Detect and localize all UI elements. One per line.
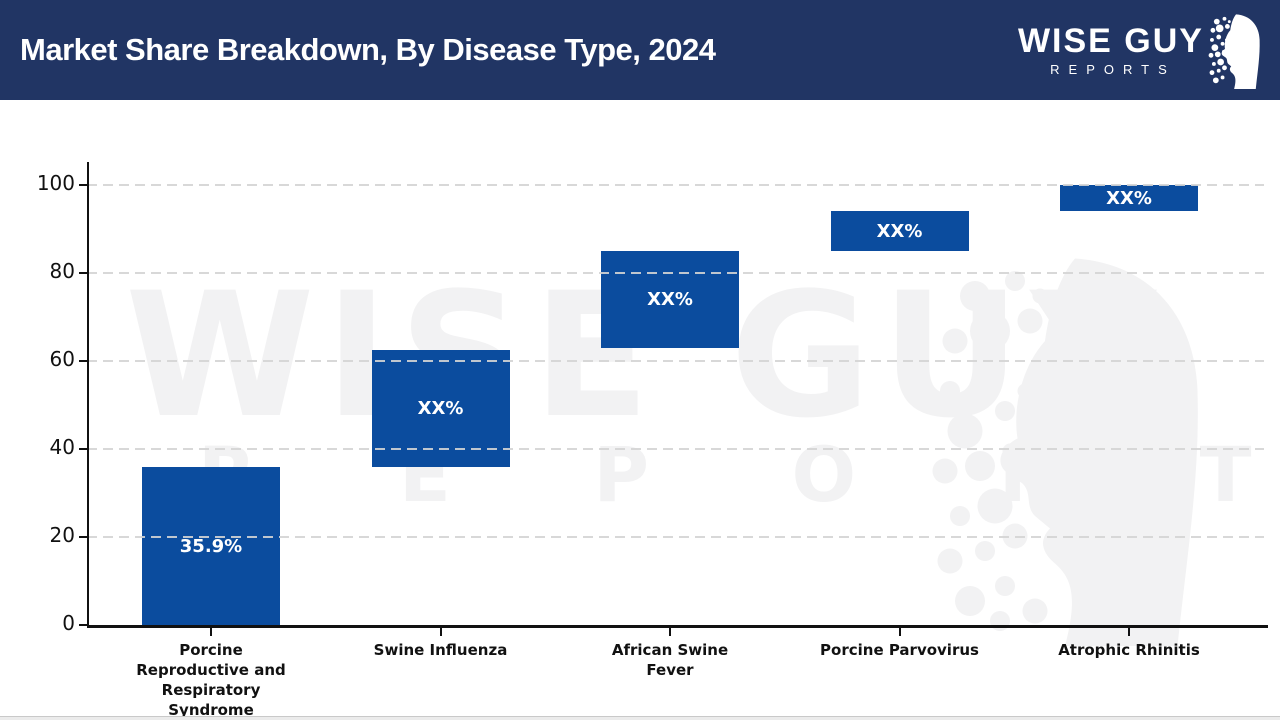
page-bottom-edge — [0, 716, 1280, 720]
x-axis-spine — [87, 625, 1268, 628]
category-label-line: Porcine Parvovirus — [820, 641, 979, 659]
chart-title: Market Share Breakdown, By Disease Type,… — [20, 32, 716, 67]
bar-2 — [371, 350, 510, 468]
bar-4 — [830, 211, 969, 251]
x-tick-3 — [669, 628, 671, 636]
y-tick-label-20: 20 — [49, 523, 75, 547]
gridline-60 — [87, 360, 1264, 362]
bar-value-label-5: XX% — [1106, 187, 1152, 209]
y-axis-spine — [87, 162, 89, 627]
x-tick-4 — [898, 628, 901, 636]
category-label-line: African Swine — [611, 641, 729, 659]
category-label-line: Porcine — [179, 641, 243, 659]
y-tick-label-0: 0 — [62, 611, 75, 635]
y-tick-0 — [79, 624, 87, 626]
category-label-1: Porcine Reproductive and Respiratory Syndro… — [101, 640, 321, 720]
logo-wiseguy-label: WISE GUY — [1017, 22, 1204, 60]
x-tick-5 — [1128, 628, 1130, 636]
category-label-line: Respiratory — [161, 681, 261, 699]
category-label-line: Syndrome — [168, 701, 254, 719]
bar-5 — [1060, 185, 1198, 212]
y-tick-label-80: 80 — [49, 259, 75, 283]
gridline-20 — [87, 536, 1264, 538]
watermark-head-logo-icon — [932, 258, 1198, 646]
y-tick-20 — [79, 536, 87, 538]
x-tick-1 — [210, 628, 212, 636]
bar-value-label-1: 35.9% — [179, 535, 243, 557]
bar-value-label-4: XX% — [876, 220, 923, 242]
y-tick-label-60: 60 — [49, 347, 75, 371]
gridline-80 — [87, 272, 1264, 274]
y-tick-label-100: 100 — [36, 171, 75, 195]
category-label-5: Atrophic Rhinitis — [1019, 640, 1239, 660]
category-label-line: Swine Influenza — [373, 641, 508, 659]
header-bar: Market Share Breakdown, By Disease Type,… — [0, 0, 1280, 100]
y-tick-60 — [79, 360, 87, 362]
logo-text: WISE GUY REPORTS — [1018, 24, 1204, 76]
bar-value-label-3: XX% — [647, 288, 693, 310]
logo-head-icon — [1208, 13, 1260, 89]
category-label-3: African Swine Fever — [560, 640, 780, 680]
category-label-line: Reproductive and — [136, 661, 286, 679]
bar-1 — [142, 467, 280, 625]
x-tick-2 — [439, 628, 442, 636]
wise-guy-reports-logo: WISE GUY REPORTS — [1018, 12, 1280, 89]
y-tick-label-40: 40 — [49, 435, 75, 459]
category-label-line: Fever — [646, 661, 694, 679]
logo-reports-label: REPORTS — [1050, 62, 1176, 77]
gridline-40 — [87, 448, 1264, 450]
bar-3 — [601, 251, 739, 348]
y-tick-40 — [79, 448, 87, 450]
category-label-4: Porcine Parvovirus — [790, 640, 1010, 660]
gridline-100 — [87, 184, 1264, 186]
bar-value-label-2: XX% — [417, 398, 464, 420]
category-label-2: Swine Influenza — [331, 640, 551, 660]
category-label-line: Atrophic Rhinitis — [1058, 641, 1200, 659]
y-tick-80 — [79, 272, 87, 274]
y-tick-100 — [79, 184, 87, 186]
